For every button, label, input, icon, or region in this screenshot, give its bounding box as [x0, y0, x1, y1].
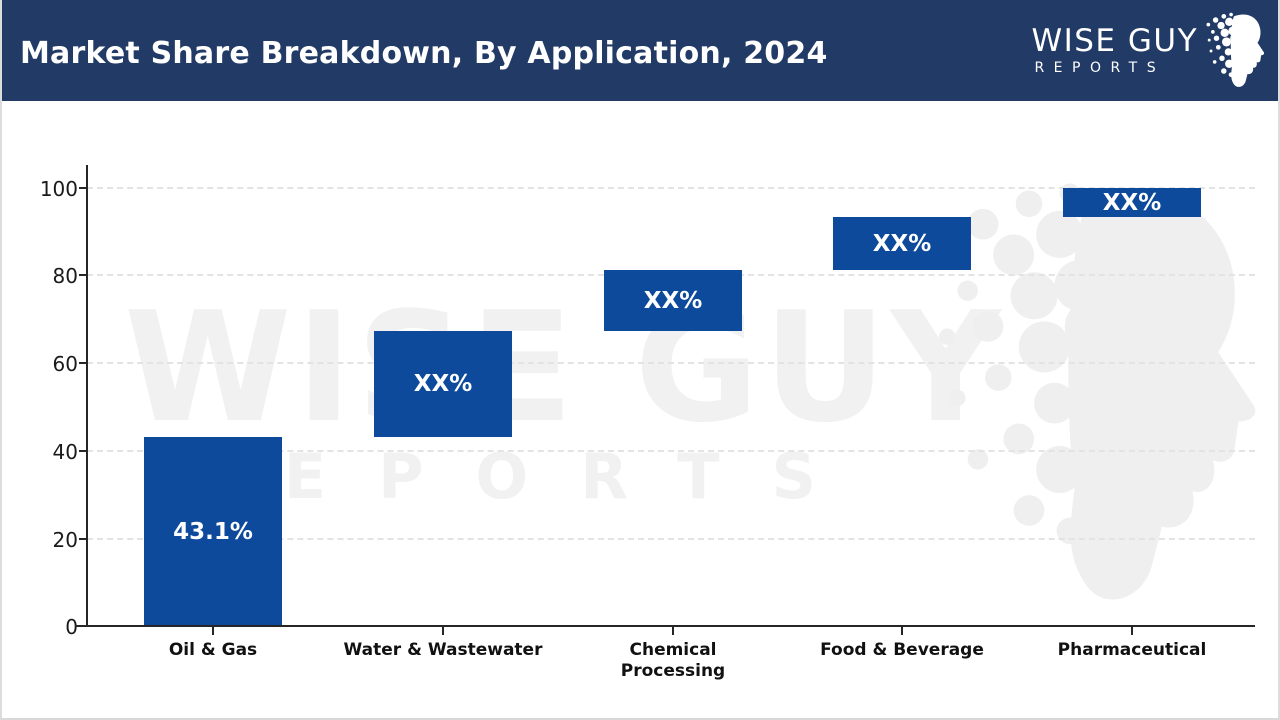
x-tick-water-wastewater	[442, 627, 444, 636]
x-tick-oil-gas	[212, 627, 214, 636]
y-tick-label-80: 80	[52, 264, 78, 289]
x-axis-line	[75, 624, 1255, 628]
wise-guy-logo: WISE GUY REPORTS	[1031, 10, 1264, 92]
gridline-100	[87, 186, 1255, 189]
bar-oil-gas: 43.1%	[144, 437, 282, 627]
value-label-oil-gas: 43.1%	[173, 518, 253, 545]
bar-food-beverage: XX%	[833, 217, 971, 271]
value-label-water-wastewater: XX%	[413, 371, 473, 398]
y-tick-label-100: 100	[39, 176, 78, 201]
logo-wordmark: WISE GUY	[1031, 23, 1198, 59]
y-tick-40	[79, 449, 87, 452]
dotted-head-icon	[1206, 12, 1264, 87]
x-label-oil-gas: Oil & Gas	[168, 640, 258, 660]
x-label-pharmaceutical: Pharmaceutical	[1057, 640, 1207, 660]
gridline-20	[87, 537, 1255, 540]
watermark-subtitle: REPORTS	[184, 440, 869, 513]
value-label-food-beverage: XX%	[872, 230, 932, 257]
y-axis-line	[86, 165, 88, 628]
x-tick-pharmaceutical	[1131, 627, 1133, 636]
x-tick-food-beverage	[901, 627, 903, 636]
x-label-chemical-processing: Chemical Processing	[620, 640, 726, 681]
y-tick-label-20: 20	[52, 527, 78, 552]
watermark-wordmark: WISE GUY	[124, 279, 1005, 456]
bar-water-wastewater: XX%	[374, 331, 512, 438]
y-tick-20	[79, 537, 87, 540]
y-tick-label-0: 0	[65, 615, 78, 640]
y-tick-80	[79, 274, 87, 277]
bar-pharmaceutical: XX%	[1063, 187, 1201, 218]
page-title: Market Share Breakdown, By Application, …	[20, 36, 828, 71]
x-label-water-wastewater: Water & Wastewater	[343, 640, 543, 660]
x-tick-chemical-processing	[672, 627, 674, 636]
bar-chemical-processing: XX%	[604, 270, 742, 332]
y-tick-100	[79, 186, 87, 189]
logo-text: WISE GUY REPORTS	[1031, 23, 1198, 76]
gridline-40	[87, 449, 1255, 452]
header-banner: Market Share Breakdown, By Application, …	[2, 0, 1278, 101]
y-tick-label-40: 40	[52, 439, 78, 464]
value-label-pharmaceutical: XX%	[1102, 189, 1162, 216]
gridline-60	[87, 362, 1255, 365]
x-label-food-beverage: Food & Beverage	[820, 640, 984, 660]
value-label-chemical-processing: XX%	[643, 287, 703, 314]
y-tick-label-60: 60	[52, 352, 78, 377]
logo-subtitle: REPORTS	[1034, 60, 1166, 76]
y-tick-60	[79, 362, 87, 365]
